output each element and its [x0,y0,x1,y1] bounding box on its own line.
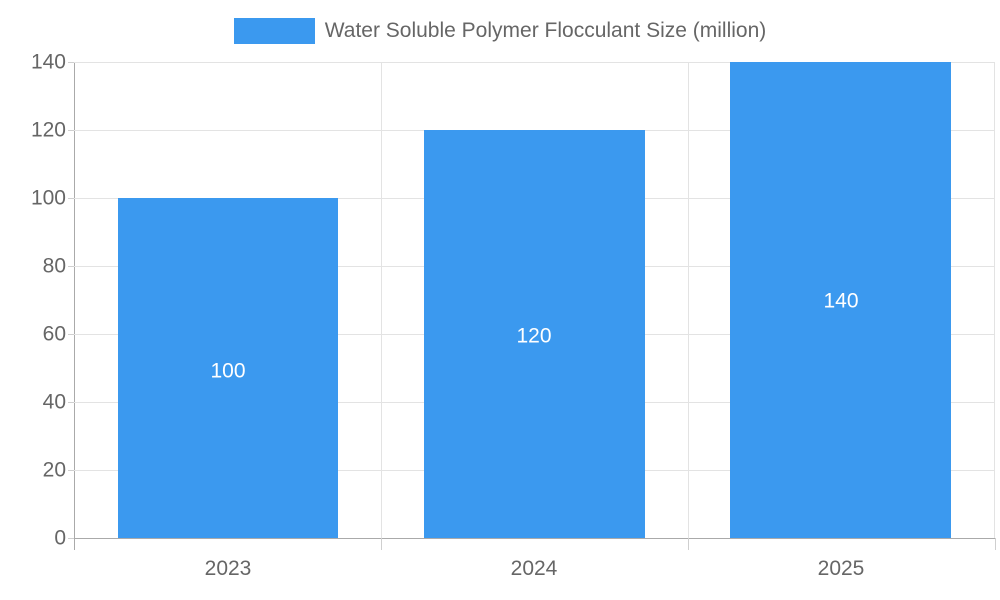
x-axis-baseline [74,538,995,539]
y-tick-label-20: 20 [42,458,66,482]
chart-legend: Water Soluble Polymer Flocculant Size (m… [0,12,1000,50]
y-axis-line [74,62,75,550]
bar-2024[interactable] [424,130,645,538]
bar-2023[interactable] [118,198,338,538]
gridline-x-right-edge [994,62,995,538]
x-tick-mark-2024-2025 [688,538,689,550]
gridline-y-140 [74,62,995,63]
y-tick-label-40: 40 [42,390,66,414]
gridline-x-2023-2024 [381,62,382,538]
y-tick-label-60: 60 [42,322,66,346]
y-tick-label-100: 100 [30,186,66,210]
gridline-x-2024-2025 [688,62,689,538]
bar-2025[interactable] [730,62,951,538]
y-tick-mark-120 [68,130,75,131]
y-tick-mark-100 [68,198,75,199]
y-tick-mark-140 [68,62,75,63]
x-tick-label-2024: 2024 [510,557,558,580]
y-tick-mark-60 [68,334,75,335]
y-tick-label-120: 120 [30,118,66,142]
y-tick-label-80: 80 [42,254,66,278]
legend-swatch-water-soluble-polymer-flocculant-size[interactable] [233,18,315,44]
y-tick-mark-80 [68,266,75,267]
x-tick-mark-right-edge [995,538,996,550]
x-tick-label-2023: 2023 [204,557,252,580]
y-tick-mark-20 [68,470,75,471]
x-tick-mark-2023-2024 [381,538,382,550]
y-tick-label-0: 0 [54,526,66,550]
plot-area: 100 120 140 [74,62,995,539]
legend-label-water-soluble-polymer-flocculant-size[interactable]: Water Soluble Polymer Flocculant Size (m… [324,19,767,42]
y-tick-mark-40 [68,402,75,403]
y-tick-label-140: 140 [30,50,66,74]
x-tick-label-2025: 2025 [817,557,865,580]
y-tick-mark-0 [68,538,75,539]
